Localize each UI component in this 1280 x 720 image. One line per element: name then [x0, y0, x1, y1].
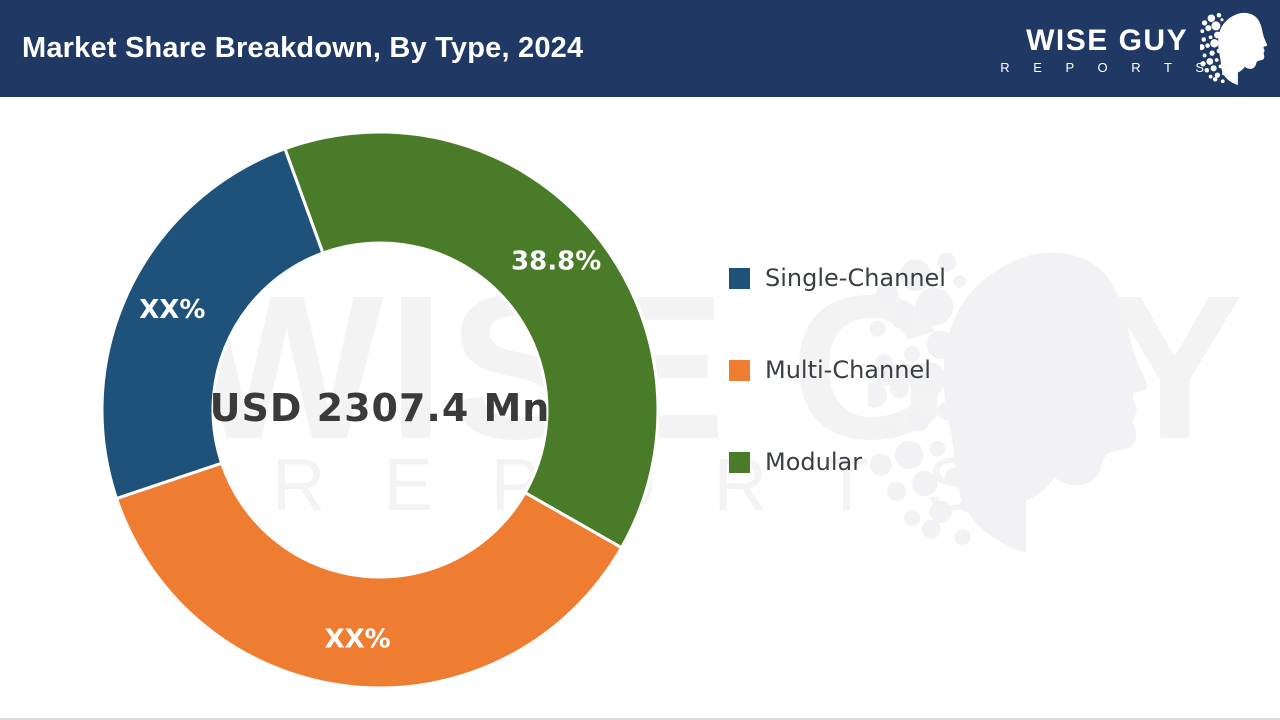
page-title: Market Share Breakdown, By Type, 2024 — [22, 32, 584, 64]
legend-swatch-icon — [729, 451, 750, 473]
watermark-face-icon — [868, 252, 1148, 553]
legend-item-single-channel: Single-Channel — [729, 264, 946, 292]
logo-subtext: R E P O R T S — [1000, 59, 1214, 75]
legend-label: Single-Channel — [765, 264, 946, 292]
legend-swatch-icon — [729, 267, 750, 289]
pie-segment-single-channel — [100, 147, 325, 500]
legend-swatch-icon — [729, 359, 750, 381]
segment-value-label: XX% — [139, 295, 205, 325]
legend-label: Multi-Channel — [765, 356, 931, 384]
brand-logo: WISE GUY R E P O R T S — [1000, 4, 1272, 94]
legend-item-modular: Modular — [729, 448, 946, 476]
pie-segment-modular — [283, 130, 660, 550]
segment-value-label: XX% — [325, 624, 391, 654]
legend: Single-Channel Multi-Channel Modular — [729, 264, 946, 476]
logo-wordmark: WISE GUY — [1026, 23, 1189, 57]
brand-logo-text: WISE GUY R E P O R T S — [1000, 24, 1214, 75]
logo-face-icon — [1200, 12, 1267, 86]
segment-value-label: 38.8% — [511, 246, 601, 276]
pie-segment-multi-channel — [114, 461, 624, 690]
header-bar: Market Share Breakdown, By Type, 2024 WI… — [0, 0, 1280, 97]
legend-label: Modular — [765, 448, 863, 476]
chart-center-value: USD 2307.4 Mn — [209, 386, 551, 430]
legend-item-multi-channel: Multi-Channel — [729, 356, 946, 384]
